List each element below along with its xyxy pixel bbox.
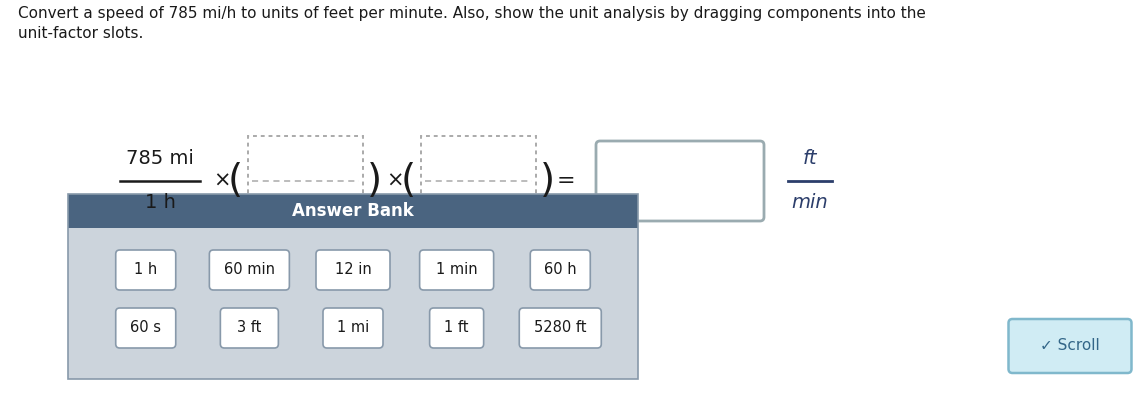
Text: 3 ft: 3 ft bbox=[238, 320, 262, 336]
Text: (: ( bbox=[227, 162, 243, 200]
Text: ×: × bbox=[386, 171, 403, 191]
Text: 1 mi: 1 mi bbox=[337, 320, 369, 336]
FancyBboxPatch shape bbox=[519, 308, 601, 348]
Text: 1 ft: 1 ft bbox=[445, 320, 469, 336]
FancyBboxPatch shape bbox=[221, 308, 279, 348]
FancyBboxPatch shape bbox=[209, 250, 289, 290]
Text: 1 min: 1 min bbox=[435, 263, 478, 277]
Text: ft: ft bbox=[802, 150, 817, 168]
Text: Convert a speed of 785 mi/h to units of feet per minute. Also, show the unit ana: Convert a speed of 785 mi/h to units of … bbox=[18, 6, 926, 21]
FancyBboxPatch shape bbox=[430, 308, 483, 348]
Text: (: ( bbox=[401, 162, 416, 200]
Text: 1 h: 1 h bbox=[144, 194, 175, 213]
Text: ): ) bbox=[539, 162, 555, 200]
Text: min: min bbox=[792, 194, 829, 213]
Text: ): ) bbox=[367, 162, 382, 200]
FancyBboxPatch shape bbox=[596, 141, 764, 221]
FancyBboxPatch shape bbox=[248, 136, 362, 226]
FancyBboxPatch shape bbox=[115, 250, 176, 290]
Text: 60 h: 60 h bbox=[544, 263, 576, 277]
Text: Answer Bank: Answer Bank bbox=[293, 202, 414, 220]
Text: 5280 ft: 5280 ft bbox=[534, 320, 586, 336]
Text: ×: × bbox=[214, 171, 231, 191]
Bar bbox=[67, 194, 638, 379]
Text: unit-factor slots.: unit-factor slots. bbox=[18, 26, 143, 41]
Text: 785 mi: 785 mi bbox=[126, 150, 194, 168]
FancyBboxPatch shape bbox=[315, 250, 390, 290]
FancyBboxPatch shape bbox=[1008, 319, 1132, 373]
Text: ✓ Scroll: ✓ Scroll bbox=[1040, 338, 1100, 354]
Text: =: = bbox=[557, 171, 575, 191]
FancyBboxPatch shape bbox=[421, 136, 536, 226]
FancyBboxPatch shape bbox=[419, 250, 494, 290]
FancyBboxPatch shape bbox=[115, 308, 176, 348]
Text: 12 in: 12 in bbox=[335, 263, 371, 277]
Bar bbox=[67, 228, 638, 379]
Bar bbox=[67, 194, 638, 228]
Text: 60 s: 60 s bbox=[130, 320, 161, 336]
Text: 60 min: 60 min bbox=[224, 263, 274, 277]
Text: 1 h: 1 h bbox=[134, 263, 158, 277]
FancyBboxPatch shape bbox=[530, 250, 590, 290]
FancyBboxPatch shape bbox=[323, 308, 383, 348]
